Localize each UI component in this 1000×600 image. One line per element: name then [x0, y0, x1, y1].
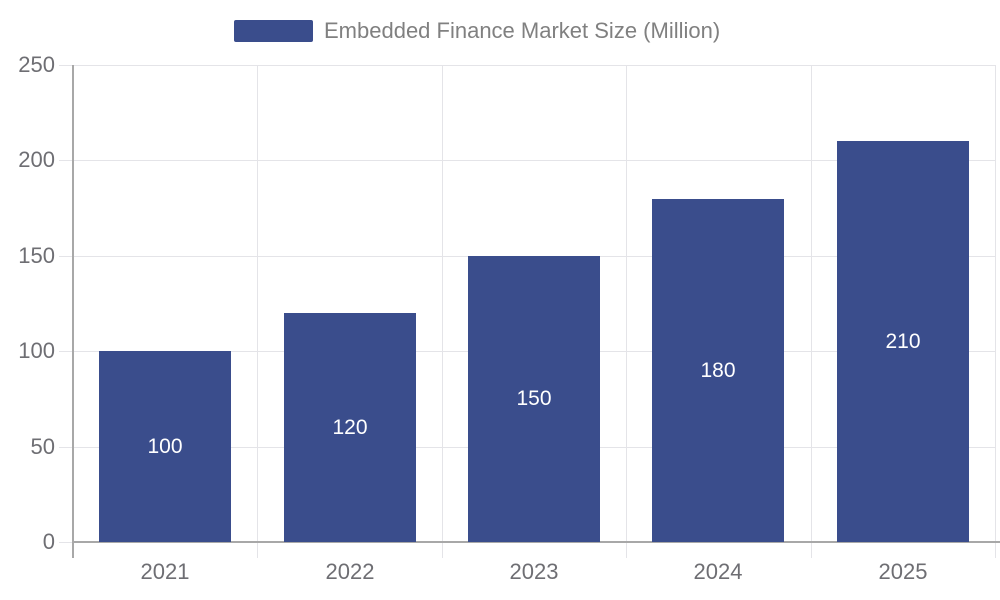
y-axis-tick [59, 160, 73, 161]
bar-2025[interactable] [837, 141, 969, 542]
x-axis-tick [626, 542, 627, 558]
legend-item[interactable]: Embedded Finance Market Size (Million) [234, 18, 720, 44]
bar-value-label: 100 [147, 435, 183, 458]
gridline-vertical [995, 65, 996, 542]
bar-value-label: 120 [332, 416, 368, 439]
y-axis-tick [59, 542, 73, 543]
x-tick-label: 2022 [325, 559, 375, 584]
x-axis-tick [442, 542, 443, 558]
x-axis-tick [257, 542, 258, 558]
y-axis-tick [59, 65, 73, 66]
bar-2024[interactable] [652, 199, 784, 542]
legend-label: Embedded Finance Market Size (Million) [324, 18, 721, 43]
y-axis-tick [59, 351, 73, 352]
x-axis-tick [995, 542, 996, 558]
x-tick-label: 2025 [878, 559, 928, 584]
x-axis-tick [811, 542, 812, 558]
y-tick-label: 50 [30, 434, 55, 459]
y-tick-label: 150 [18, 243, 55, 268]
gridline-horizontal [73, 160, 995, 161]
x-tick-label: 2023 [509, 559, 559, 584]
bar-2023[interactable] [468, 256, 600, 542]
x-tick-label: 2024 [693, 559, 743, 584]
legend-swatch [234, 20, 313, 42]
bar-2022[interactable] [284, 313, 416, 542]
bar-value-label: 210 [885, 330, 921, 353]
gridline-vertical [257, 65, 258, 542]
gridline-vertical [626, 65, 627, 542]
y-axis-tick [59, 256, 73, 257]
y-tick-label: 100 [18, 338, 55, 363]
y-tick-label: 0 [42, 529, 55, 554]
gridline-vertical [811, 65, 812, 542]
y-tick-label: 250 [18, 52, 55, 77]
x-tick-label: 2021 [140, 559, 190, 584]
y-tick-label: 200 [18, 147, 55, 172]
gridline-vertical [442, 65, 443, 542]
y-axis-line [72, 65, 74, 558]
y-axis-tick [59, 447, 73, 448]
bar-2021[interactable] [99, 351, 231, 542]
bar-value-label: 150 [516, 387, 552, 410]
x-axis-line [72, 541, 1000, 543]
gridline-horizontal [73, 65, 995, 66]
bar-value-label: 180 [700, 359, 736, 382]
